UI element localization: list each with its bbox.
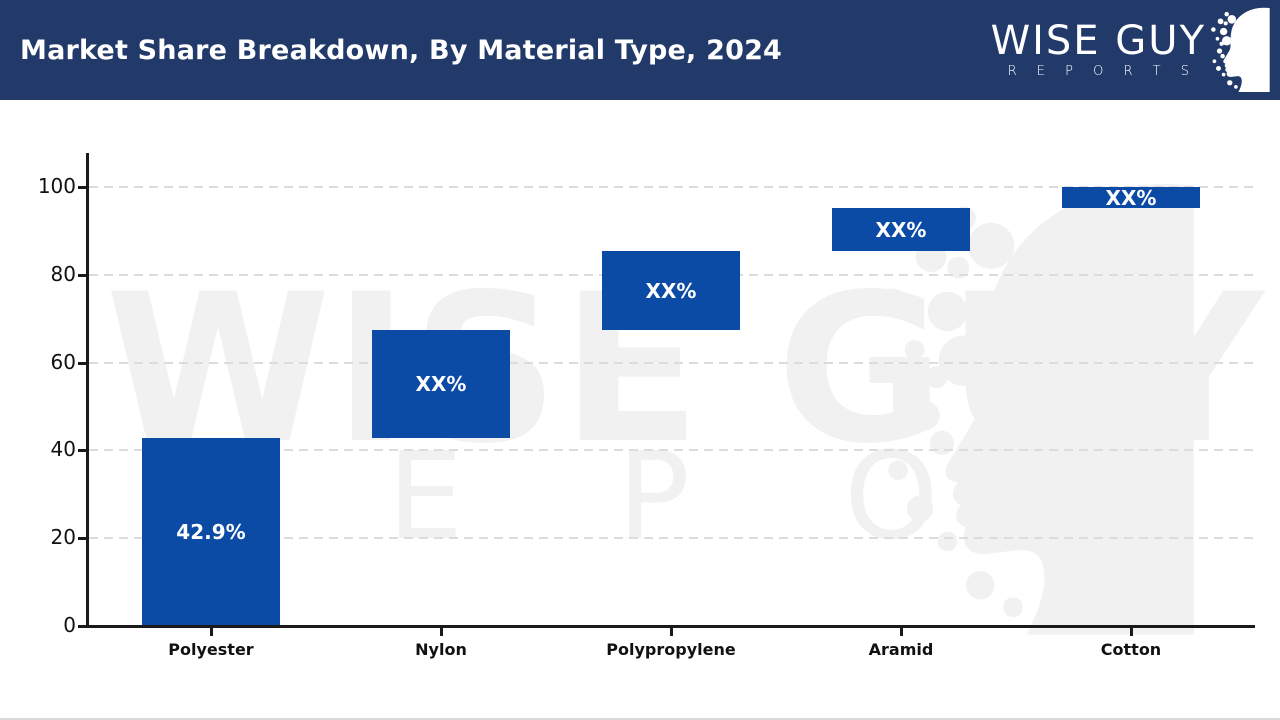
gridline-100	[89, 186, 1255, 188]
y-tick-mark-100	[78, 186, 87, 189]
bar-value-label: XX%	[875, 217, 927, 242]
page-title: Market Share Breakdown, By Material Type…	[20, 34, 783, 66]
bar-nylon: XX%	[372, 330, 510, 438]
y-axis-line	[86, 153, 89, 627]
y-tick-mark-20	[78, 537, 87, 541]
wise-guy-reports-logo: WISE GUY R E P O R T S	[991, 7, 1272, 93]
y-tick-mark-60	[78, 361, 87, 365]
head-silhouette-icon	[1211, 7, 1270, 92]
y-tick-label-80: 80	[50, 261, 76, 286]
y-tick-label-20: 20	[50, 525, 76, 550]
bar-value-label: XX%	[1105, 185, 1157, 210]
bar-aramid: XX%	[832, 208, 970, 252]
bar-value-label: XX%	[645, 278, 697, 303]
y-tick-mark-40	[78, 449, 87, 453]
x-tick-mark-polypropylene	[669, 628, 673, 636]
y-tick-mark-80	[78, 273, 87, 277]
x-tick-label-aramid: Aramid	[868, 640, 934, 659]
bar-cotton: XX%	[1062, 185, 1200, 210]
bar-polyester: 42.9%	[142, 437, 280, 626]
watermark-head-icon	[880, 183, 1194, 635]
y-tick-label-100: 100	[37, 174, 76, 198]
gridline-60	[89, 361, 1255, 364]
x-tick-mark-aramid	[899, 628, 903, 636]
logo-subtitle: R E P O R T S	[1007, 64, 1197, 79]
x-tick-label-polyester: Polyester	[168, 640, 254, 659]
y-tick-label-40: 40	[50, 437, 76, 462]
bar-value-label: 42.9%	[176, 519, 246, 544]
x-tick-mark-polyester	[209, 628, 213, 636]
y-tick-label-60: 60	[50, 349, 76, 374]
x-axis-line	[84, 625, 1255, 628]
x-tick-label-nylon: Nylon	[415, 640, 467, 659]
gridline-20	[89, 537, 1255, 540]
header-band: Market Share Breakdown, By Material Type…	[0, 0, 1280, 100]
bar-polypropylene: XX%	[602, 251, 740, 331]
x-tick-label-polypropylene: Polypropylene	[606, 640, 736, 659]
y-tick-label-0: 0	[63, 613, 76, 637]
bar-value-label: XX%	[415, 371, 467, 396]
y-tick-mark-0	[78, 625, 87, 628]
x-tick-mark-cotton	[1129, 628, 1133, 636]
logo-text: WISE GUY R E P O R T S	[991, 21, 1206, 79]
x-tick-mark-nylon	[439, 628, 443, 636]
bottom-frame-line	[0, 718, 1280, 720]
gridline-40	[89, 449, 1255, 452]
x-tick-label-cotton: Cotton	[1100, 640, 1162, 659]
logo-wordmark: WISE GUY	[990, 18, 1206, 64]
